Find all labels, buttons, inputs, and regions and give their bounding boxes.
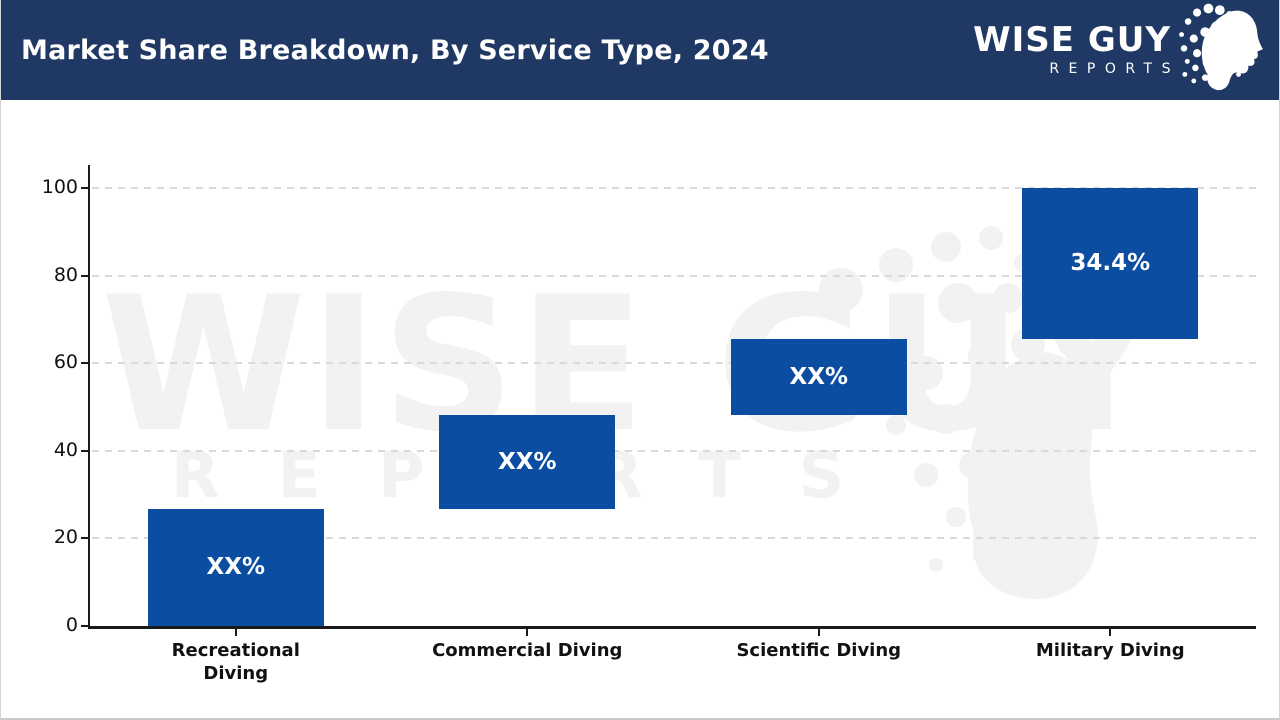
bar-segment: XX%: [730, 338, 907, 415]
y-tick-mark: [81, 537, 90, 540]
logo-wordmark: WISE GUY: [973, 20, 1171, 61]
x-category-label: Scientific Diving: [736, 640, 902, 661]
y-axis-line: [88, 165, 90, 629]
x-tick-mark: [817, 629, 820, 636]
logo-subtitle: REPORTS: [1049, 60, 1180, 77]
y-tick-label: 40: [53, 438, 78, 461]
bar-value-label: XX%: [206, 554, 265, 581]
logo-face-dots-icon: [1179, 3, 1263, 91]
bar-value-label: 34.4%: [1070, 250, 1151, 277]
y-tick-label: 60: [53, 351, 78, 374]
y-tick-label: 20: [53, 526, 78, 549]
x-category-label: Recreational Diving: [171, 640, 300, 685]
bar-segment: XX%: [439, 414, 616, 509]
x-tick-mark: [1109, 629, 1112, 636]
x-category-label: Commercial Diving: [432, 640, 623, 661]
y-tick-label: 100: [41, 176, 78, 198]
x-tick-mark: [526, 629, 529, 636]
y-tick-mark: [81, 187, 90, 189]
bar-segment: 34.4%: [1022, 188, 1199, 339]
logo-text: WISE GUY REPORTS: [973, 20, 1171, 76]
y-tick-mark: [81, 274, 90, 277]
wise-guy-reports-logo: WISE GUY REPORTS: [973, 2, 1265, 98]
y-tick-label: 0: [65, 614, 78, 636]
bar-value-label: XX%: [497, 448, 557, 475]
gridline-y20: [92, 537, 1256, 540]
y-tick-label: 80: [53, 263, 78, 286]
gridline-y60: [92, 362, 1256, 365]
page-title: Market Share Breakdown, By Service Type,…: [21, 34, 769, 66]
bar-segment: XX%: [147, 508, 324, 626]
x-axis-line: [88, 626, 1256, 629]
bar-value-label: XX%: [789, 363, 848, 390]
y-tick-mark: [81, 449, 90, 452]
gridline-y80: [92, 274, 1256, 277]
header-bar: Market Share Breakdown, By Service Type,…: [1, 0, 1279, 100]
y-tick-mark: [81, 362, 90, 365]
y-tick-mark: [81, 625, 90, 627]
x-tick-mark: [234, 629, 237, 636]
gridline-y100: [92, 187, 1256, 189]
gridline-y40: [92, 449, 1256, 452]
x-category-label: Military Diving: [1035, 640, 1185, 661]
